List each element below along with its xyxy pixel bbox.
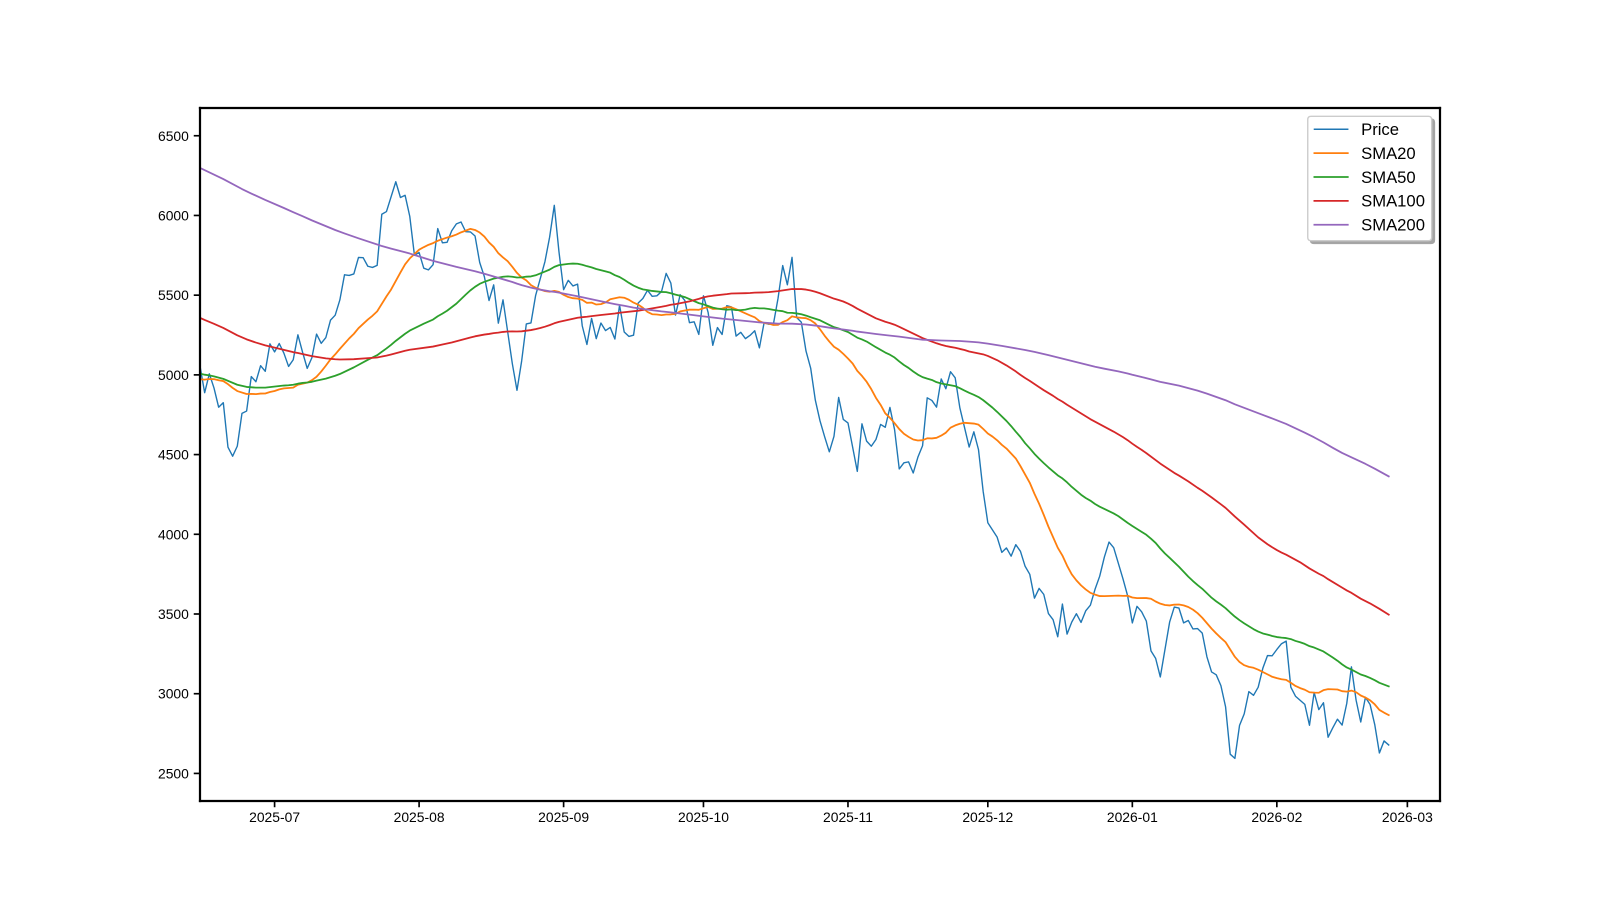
svg-text:6000: 6000 <box>158 207 189 223</box>
svg-text:2025-12: 2025-12 <box>962 809 1013 825</box>
svg-text:5000: 5000 <box>158 367 189 383</box>
svg-text:2500: 2500 <box>158 765 189 781</box>
svg-text:2025-07: 2025-07 <box>249 809 300 825</box>
svg-text:4000: 4000 <box>158 526 189 542</box>
svg-text:3500: 3500 <box>158 606 189 622</box>
svg-text:SMA100: SMA100 <box>1361 192 1425 211</box>
svg-text:2025-08: 2025-08 <box>394 809 445 825</box>
svg-text:2025-10: 2025-10 <box>678 809 729 825</box>
svg-text:2026-02: 2026-02 <box>1251 809 1302 825</box>
svg-text:Price: Price <box>1361 120 1399 139</box>
svg-text:2025-09: 2025-09 <box>538 809 589 825</box>
svg-text:2026-03: 2026-03 <box>1382 809 1433 825</box>
svg-text:3000: 3000 <box>158 686 189 702</box>
svg-text:4500: 4500 <box>158 447 189 463</box>
svg-text:2026-01: 2026-01 <box>1107 809 1158 825</box>
svg-text:6500: 6500 <box>158 128 189 144</box>
svg-text:5500: 5500 <box>158 287 189 303</box>
svg-text:SMA200: SMA200 <box>1361 216 1425 235</box>
svg-text:SMA20: SMA20 <box>1361 144 1416 163</box>
svg-text:SMA50: SMA50 <box>1361 168 1416 187</box>
svg-text:2025-11: 2025-11 <box>823 809 873 825</box>
